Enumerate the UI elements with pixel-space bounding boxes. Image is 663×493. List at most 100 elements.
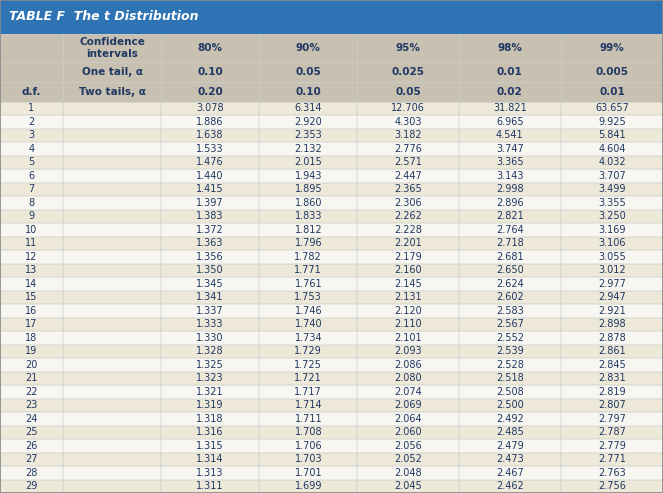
Text: One tail, α: One tail, α [82,67,143,77]
Text: 1: 1 [29,104,34,113]
Bar [357,453,459,466]
Text: 1.699: 1.699 [294,481,322,491]
Bar [357,223,459,237]
Text: 2.624: 2.624 [496,279,524,289]
Text: 1.415: 1.415 [196,184,224,194]
Bar [357,466,459,480]
Bar [459,453,561,466]
Bar [161,372,259,385]
Bar [161,317,259,331]
Bar [161,331,259,345]
Text: 12: 12 [25,252,38,262]
Bar [0,453,63,466]
Bar [561,264,663,277]
Bar [357,210,459,223]
Bar [561,196,663,210]
Text: 1.761: 1.761 [294,279,322,289]
Bar [161,82,259,102]
Text: 1.740: 1.740 [294,319,322,329]
Bar [63,34,161,62]
Bar [259,196,357,210]
Text: 1.714: 1.714 [294,400,322,410]
Bar [459,115,561,129]
Bar [357,237,459,250]
Bar [0,412,663,425]
Text: 4.604: 4.604 [598,144,626,154]
Text: 29: 29 [25,481,38,491]
Bar [161,264,259,277]
Text: 2.074: 2.074 [394,387,422,397]
Text: 1.725: 1.725 [294,360,322,370]
Bar [259,345,357,358]
Text: 8: 8 [29,198,34,208]
Text: 3.365: 3.365 [496,157,524,167]
Bar [63,372,161,385]
Bar [259,398,357,412]
Text: 1.323: 1.323 [196,373,224,383]
Text: 2.101: 2.101 [394,333,422,343]
Bar [561,439,663,453]
Bar [357,156,459,169]
Text: 1.337: 1.337 [196,306,224,316]
Text: 28: 28 [25,468,38,478]
Bar [259,169,357,182]
Bar [357,412,459,425]
Bar [63,237,161,250]
Text: 2.539: 2.539 [496,346,524,356]
Text: 18: 18 [25,333,38,343]
Text: Two tails, α: Two tails, α [79,87,145,97]
Text: 2.492: 2.492 [496,414,524,424]
Text: 1.350: 1.350 [196,265,224,275]
Bar [0,196,663,210]
Text: 2.771: 2.771 [598,454,626,464]
Text: 6.965: 6.965 [496,117,524,127]
Text: 1.363: 1.363 [196,238,224,248]
Bar [63,196,161,210]
Bar [259,237,357,250]
Bar [161,237,259,250]
Text: 2.110: 2.110 [394,319,422,329]
Bar [561,142,663,156]
Text: 2.086: 2.086 [394,360,422,370]
Text: d.f.: d.f. [22,87,41,97]
Bar [259,439,357,453]
Bar [561,345,663,358]
Text: 4.303: 4.303 [394,117,422,127]
Bar [0,264,663,277]
Text: 1.328: 1.328 [196,346,224,356]
Bar [161,196,259,210]
Text: 1.313: 1.313 [196,468,224,478]
Text: 2.831: 2.831 [598,373,626,383]
Bar [561,129,663,142]
Text: 3.499: 3.499 [598,184,626,194]
Bar [561,385,663,398]
Bar [357,82,459,102]
Text: 3.106: 3.106 [598,238,626,248]
Bar [0,250,63,264]
Bar [0,82,663,102]
Text: 21: 21 [25,373,38,383]
Bar [459,290,561,304]
Bar [161,277,259,290]
Bar [561,250,663,264]
Text: 2.048: 2.048 [394,468,422,478]
Bar [63,439,161,453]
Text: 0.05: 0.05 [296,67,321,77]
Bar [0,264,63,277]
Bar [0,304,663,317]
Bar [161,466,259,480]
Bar [0,290,663,304]
Bar [161,169,259,182]
Text: 2.861: 2.861 [598,346,626,356]
Bar [357,277,459,290]
Text: 27: 27 [25,454,38,464]
Bar [561,277,663,290]
Bar [63,385,161,398]
Bar [0,223,63,237]
Text: 1.711: 1.711 [294,414,322,424]
Text: 9.925: 9.925 [598,117,626,127]
Bar [63,62,161,82]
Bar [63,210,161,223]
Bar [0,156,63,169]
Text: 2.571: 2.571 [394,157,422,167]
